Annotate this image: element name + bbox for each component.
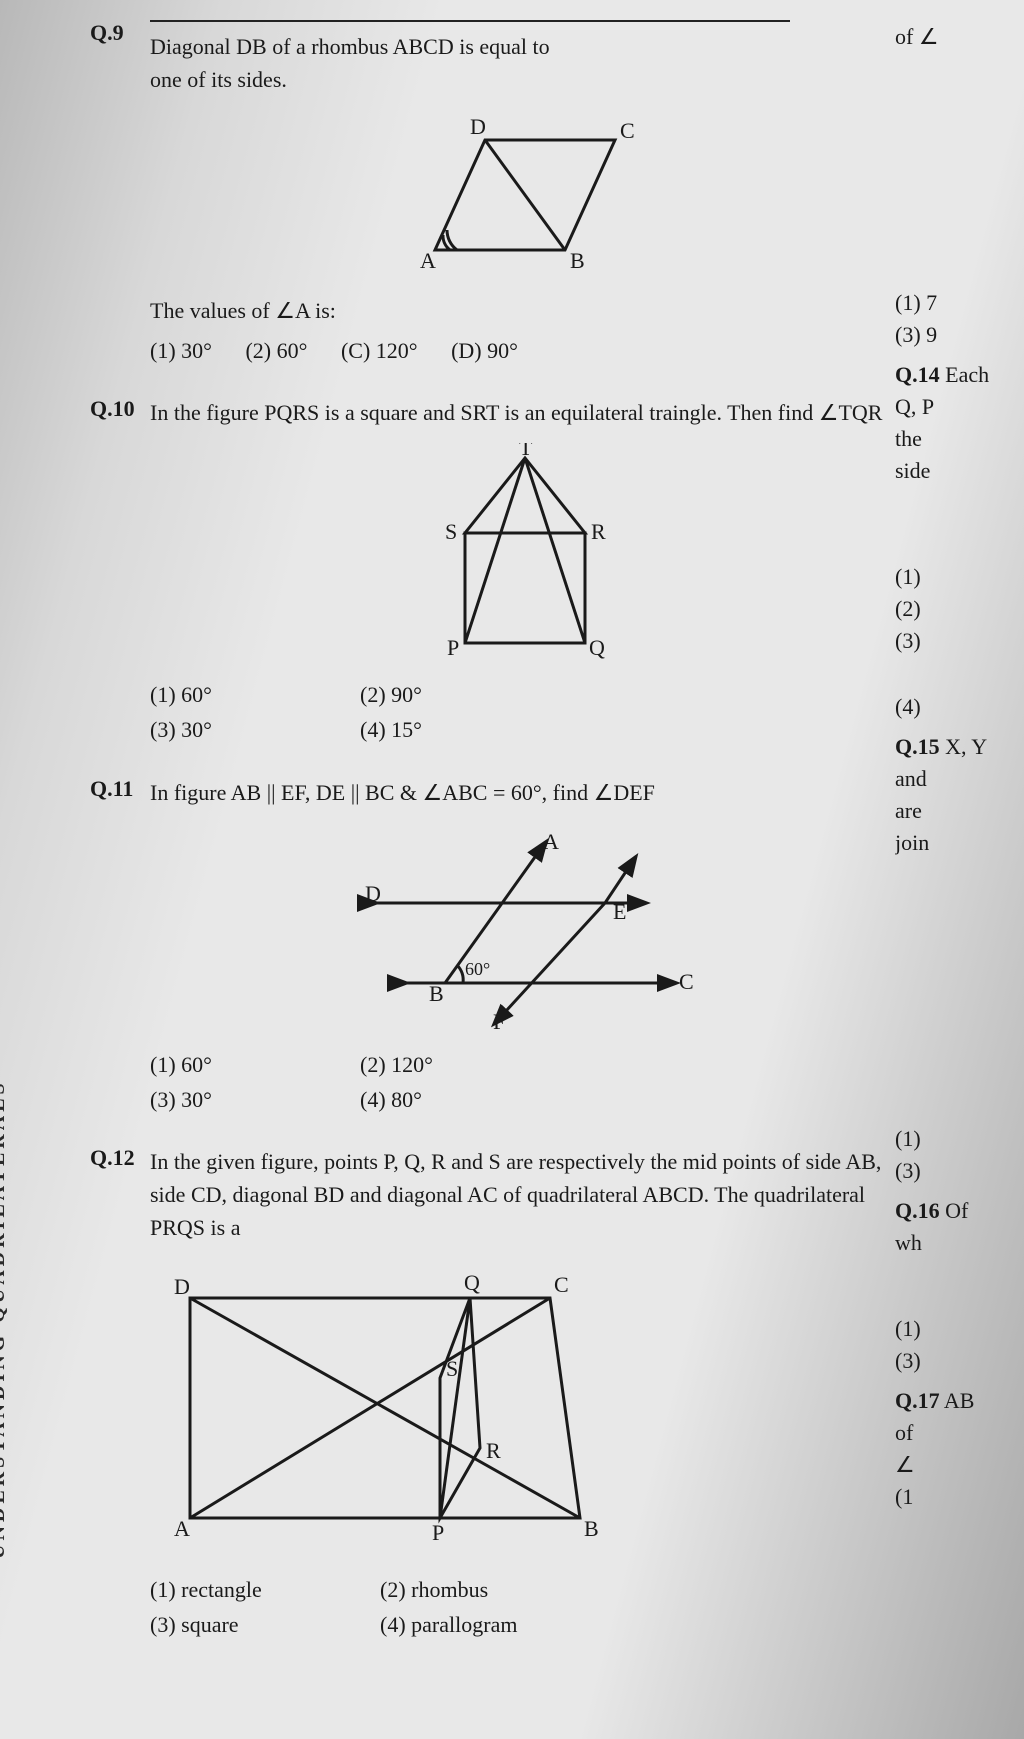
question-column: Q.9 Diagonal DB of a rhombus ABCD is equ… <box>150 0 900 1670</box>
svg-text:F: F <box>493 1009 505 1033</box>
question-12: Q.12 In the given figure, points P, Q, R… <box>150 1145 900 1642</box>
svg-text:D: D <box>174 1274 190 1299</box>
q9-opt2: (2) 60° <box>245 333 307 368</box>
q12-opt4: (4) parallogram <box>380 1607 610 1642</box>
q12-label: Q.12 <box>90 1145 135 1171</box>
q9-optC: (C) 120° <box>341 333 418 368</box>
rm-q17: Q.17 <box>895 1388 940 1413</box>
rm-1: (1) 7 <box>895 290 1024 316</box>
svg-text:C: C <box>679 969 694 994</box>
q10-opt3: (3) 30° <box>150 712 360 747</box>
rm-3: (3) 9 <box>895 322 1024 348</box>
rm-q14o2: (2) <box>895 596 1024 622</box>
svg-text:P: P <box>432 1520 444 1545</box>
q9-line1: Diagonal DB of a rhombus ABCD is equal t… <box>150 34 550 59</box>
q12-text: In the given figure, points P, Q, R and … <box>150 1145 900 1244</box>
svg-text:B: B <box>429 981 444 1006</box>
svg-text:S: S <box>445 519 457 544</box>
svg-text:60°: 60° <box>465 959 490 979</box>
svg-text:C: C <box>554 1272 569 1297</box>
rm-q15d: join <box>895 830 1024 856</box>
q11-opt2: (2) 120° <box>360 1047 570 1082</box>
rm-q15o1: (1) <box>895 1126 1024 1152</box>
q12-options: (1) rectangle (2) rhombus (3) square (4)… <box>150 1572 610 1642</box>
q11-opt3: (3) 30° <box>150 1082 360 1117</box>
q9-optD: (D) 90° <box>451 333 518 368</box>
rm-q14o4: (4) <box>895 694 1024 720</box>
q9-line2: one of its sides. <box>150 67 287 92</box>
svg-text:A: A <box>420 248 436 273</box>
divider <box>150 20 790 22</box>
q12-opt1: (1) rectangle <box>150 1572 380 1607</box>
q11-text: In figure AB || EF, DE || BC & ∠ABC = 60… <box>150 776 900 809</box>
rm-q15c: are <box>895 798 1024 824</box>
svg-text:A: A <box>543 829 559 854</box>
rm-q14d: side <box>895 458 1024 484</box>
rm-q15b: and <box>895 766 1024 792</box>
q11-opt4: (4) 80° <box>360 1082 570 1117</box>
rm-q14o1: (1) <box>895 564 1024 590</box>
q10-opt4: (4) 15° <box>360 712 570 747</box>
svg-text:R: R <box>591 519 606 544</box>
rm-q15a: X, Y <box>945 734 987 759</box>
svg-text:R: R <box>486 1438 501 1463</box>
q10-opt1: (1) 60° <box>150 677 360 712</box>
rm-q17b: of <box>895 1420 1024 1446</box>
q11-label: Q.11 <box>90 776 133 802</box>
rm-q16a: Of <box>945 1198 968 1223</box>
rm-top1: of ∠ <box>895 24 1024 50</box>
svg-text:B: B <box>584 1516 599 1541</box>
q10-label: Q.10 <box>90 396 135 422</box>
q12-opt3: (3) square <box>150 1607 380 1642</box>
rm-q14a: Each <box>945 362 989 387</box>
q11-opt1: (1) 60° <box>150 1047 360 1082</box>
svg-text:B: B <box>570 248 585 273</box>
svg-text:D: D <box>365 881 381 906</box>
q10-square-triangle-diagram: P Q R S T <box>415 443 635 663</box>
svg-text:S: S <box>446 1356 458 1381</box>
question-11: Q.11 In figure AB || EF, DE || BC & ∠ABC… <box>150 776 900 1117</box>
svg-text:E: E <box>613 899 626 924</box>
rm-q14: Q.14 <box>895 362 940 387</box>
rm-q15o3: (3) <box>895 1158 1024 1184</box>
q9-label: Q.9 <box>90 20 124 46</box>
q9-rhombus-diagram: A B C D <box>395 110 655 280</box>
rm-q16o1: (1) <box>895 1316 1024 1342</box>
question-10: Q.10 In the figure PQRS is a square and … <box>150 396 900 747</box>
q12-opt2: (2) rhombus <box>380 1572 610 1607</box>
rm-q14o3: (3) <box>895 628 1024 654</box>
q9-prompt: The values of ∠A is: <box>150 294 900 327</box>
rm-q14c: the <box>895 426 1024 452</box>
q10-opt2: (2) 90° <box>360 677 570 712</box>
worksheet-page: UNDERSTANDING QUADRILATERALS Q.9 Diagona… <box>0 0 1024 1739</box>
q11-options: (1) 60° (2) 120° (3) 30° (4) 80° <box>150 1047 570 1117</box>
q12-quadrilateral-diagram: D A B C Q P S R <box>150 1258 620 1558</box>
q11-lines-diagram: D E B C A F 60° <box>345 823 705 1033</box>
q9-text: Diagonal DB of a rhombus ABCD is equal t… <box>150 30 900 96</box>
rm-q16: Q.16 <box>895 1198 940 1223</box>
rm-q14b: Q, P <box>895 394 1024 420</box>
q10-text: In the figure PQRS is a square and SRT i… <box>150 396 900 429</box>
svg-text:P: P <box>447 635 459 660</box>
svg-text:A: A <box>174 1516 190 1541</box>
svg-text:T: T <box>519 443 533 460</box>
q9-options: (1) 30° (2) 60° (C) 120° (D) 90° <box>150 333 900 368</box>
svg-text:Q: Q <box>464 1270 480 1295</box>
q10-options: (1) 60° (2) 90° (3) 30° (4) 15° <box>150 677 570 747</box>
rm-q15: Q.15 <box>895 734 940 759</box>
rm-q17a: AB <box>944 1388 975 1413</box>
rm-q17o1: (1 <box>895 1484 1024 1510</box>
rm-q16o3: (3) <box>895 1348 1024 1374</box>
q9-opt1: (1) 30° <box>150 333 212 368</box>
chapter-side-label: UNDERSTANDING QUADRILATERALS <box>0 1079 10 1559</box>
question-9: Q.9 Diagonal DB of a rhombus ABCD is equ… <box>150 20 900 368</box>
rm-q17c: ∠ <box>895 1452 1024 1478</box>
svg-text:C: C <box>620 118 635 143</box>
rm-q16b: wh <box>895 1230 1024 1256</box>
right-margin-cutoff: of ∠ (1) 7 (3) 9 Q.14 Each Q, P the side… <box>895 0 1024 1516</box>
svg-text:Q: Q <box>589 635 605 660</box>
svg-text:D: D <box>470 114 486 139</box>
